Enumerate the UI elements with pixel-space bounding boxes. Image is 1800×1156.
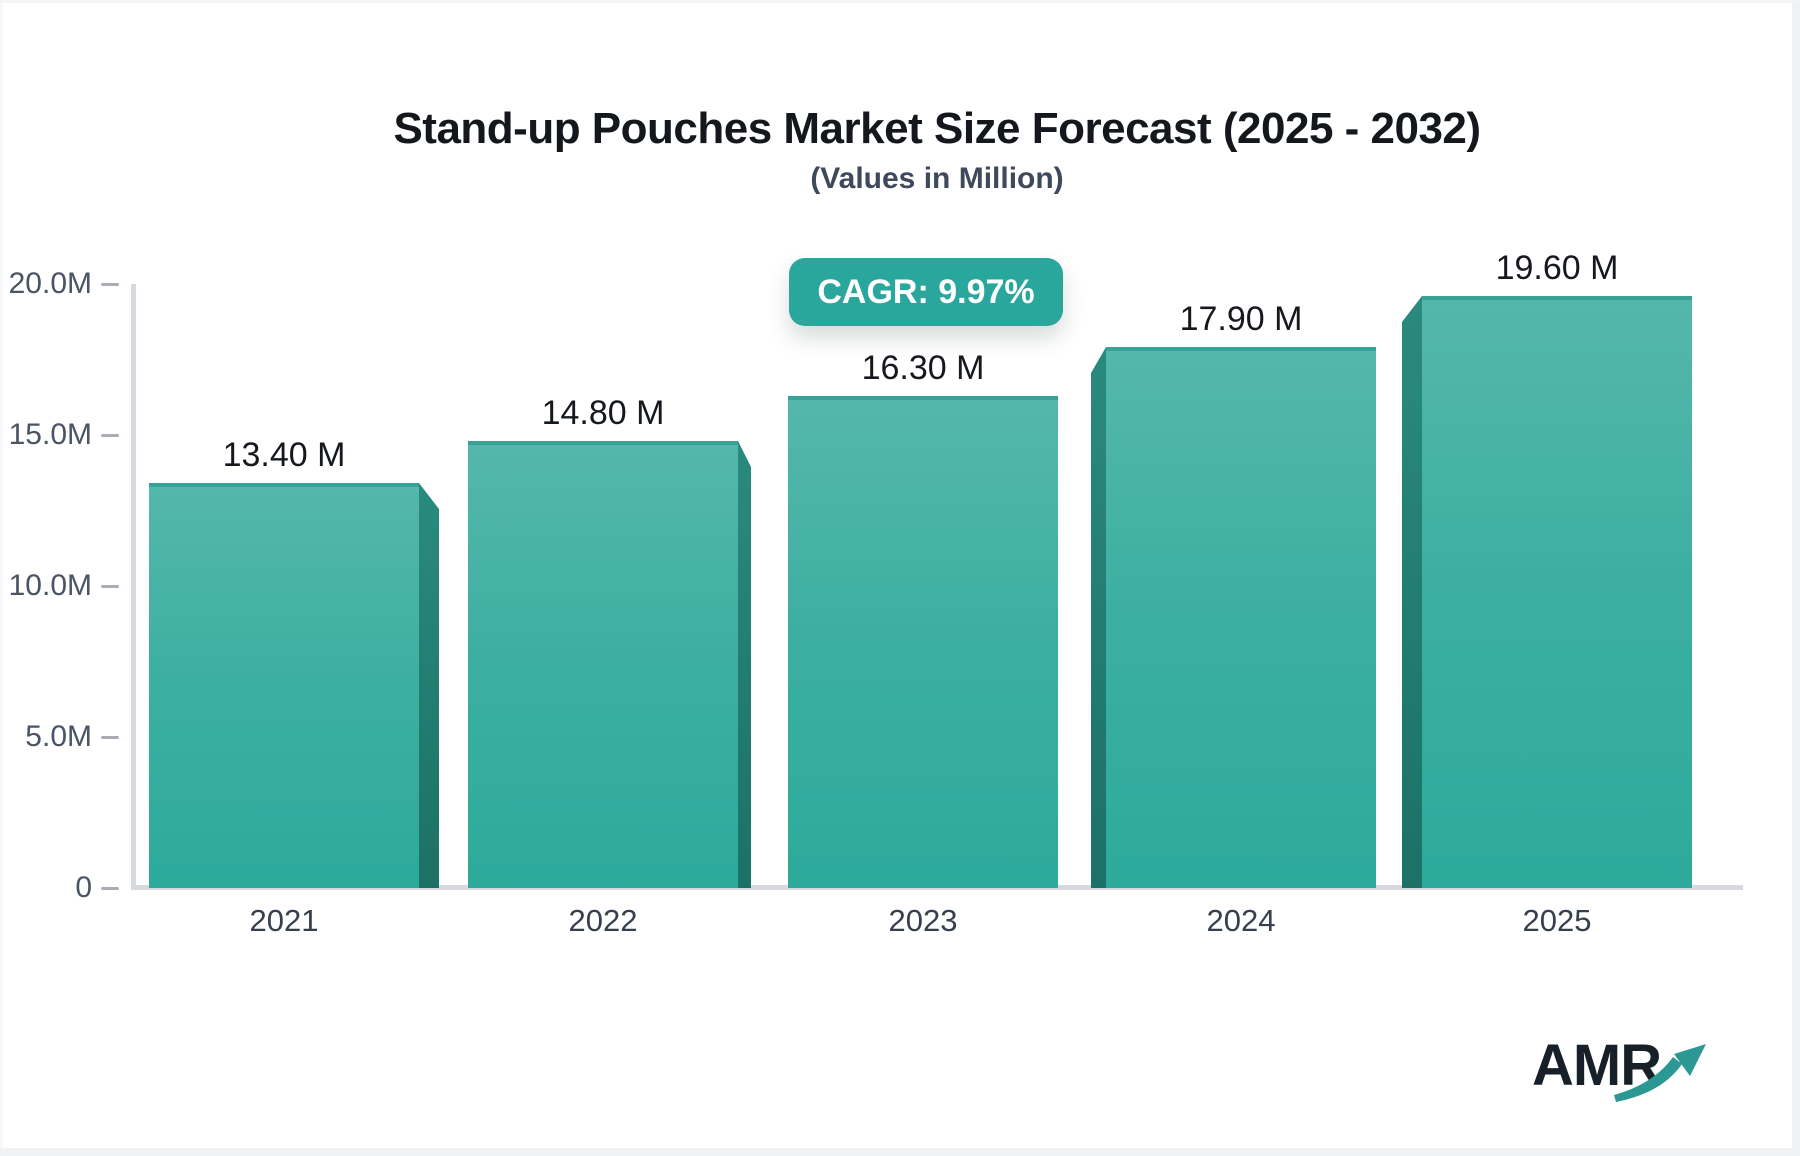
y-tick-mark	[101, 434, 119, 437]
bar-value-label-2024: 17.90 M	[1179, 300, 1303, 338]
y-tick-mark	[101, 736, 119, 739]
x-tick-label-2022: 2022	[568, 903, 638, 938]
bar-2022-side-face	[738, 441, 751, 888]
bar-2025-side-face	[1402, 296, 1422, 888]
y-tick-label-15.0M: 15.0M	[8, 418, 92, 451]
y-tick-label-10.0M: 10.0M	[8, 569, 92, 602]
y-tick-label-5.0M: 5.0M	[25, 720, 92, 753]
bar-2024[interactable]	[1106, 347, 1376, 888]
y-tick-label-20.0M: 20.0M	[8, 267, 92, 300]
x-tick-label-2021: 2021	[249, 903, 319, 938]
growth-arrow-icon	[1614, 1044, 1706, 1102]
bar-value-label-2022: 14.80 M	[541, 394, 665, 432]
bar-2021[interactable]	[149, 483, 419, 888]
x-tick-label-2024: 2024	[1206, 903, 1276, 938]
amr-logo: AMR	[1532, 1032, 1712, 1112]
cagr-badge: CAGR: 9.97%	[789, 258, 1063, 326]
y-tick-mark	[101, 283, 119, 286]
bar-value-label-2021: 13.40 M	[222, 436, 346, 474]
chart-subtitle: (Values in Million)	[810, 162, 1064, 195]
bar-value-label-2025: 19.60 M	[1495, 249, 1619, 287]
y-tick-mark	[101, 887, 119, 890]
bar-2025[interactable]	[1422, 296, 1692, 888]
bar-2023[interactable]	[788, 396, 1058, 888]
bar-2022[interactable]	[468, 441, 738, 888]
y-tick-mark	[101, 585, 119, 588]
bar-2024-side-face	[1091, 347, 1106, 888]
x-tick-label-2023: 2023	[888, 903, 958, 938]
x-tick-label-2025: 2025	[1522, 903, 1592, 938]
bar-value-label-2023: 16.30 M	[861, 349, 985, 387]
bar-2021-side-face	[419, 483, 439, 888]
chart-title: Stand-up Pouches Market Size Forecast (2…	[393, 104, 1481, 153]
y-axis-line	[131, 284, 136, 888]
y-tick-label-0: 0	[75, 871, 92, 904]
